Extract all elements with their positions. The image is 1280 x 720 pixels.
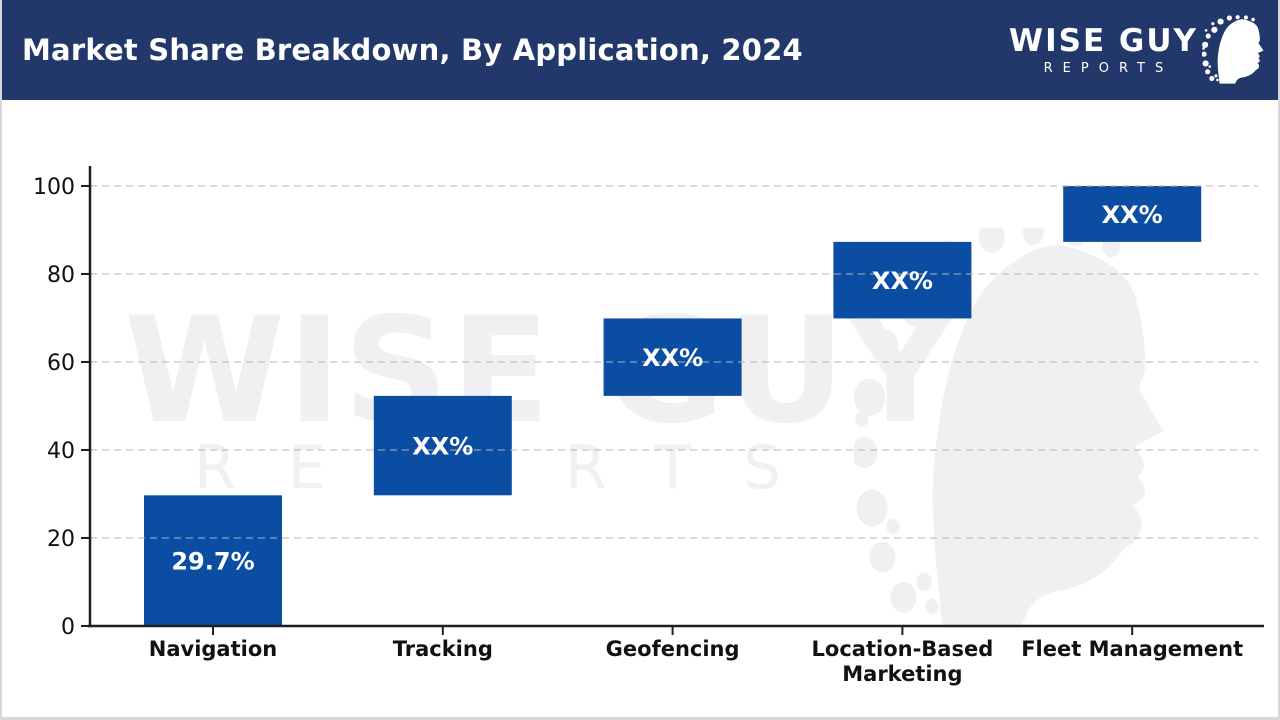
logo-face-icon <box>1202 15 1264 84</box>
bar-label-fleet-management: XX% <box>1102 201 1163 229</box>
y-tick-label-20: 20 <box>47 527 75 552</box>
x-category-label-geofencing: Geofencing <box>606 637 740 661</box>
bar-label-geofencing: XX% <box>642 344 703 372</box>
y-tick-label-0: 0 <box>61 615 75 640</box>
bar-navigation <box>144 495 282 626</box>
x-category-label-fleet-management: Fleet Management <box>1021 637 1243 661</box>
x-category-label-location-based-marketing: Marketing <box>842 662 962 686</box>
y-tick-label-60: 60 <box>47 351 75 376</box>
bar-label-location-based-marketing: XX% <box>872 267 933 295</box>
header-bar: Market Share Breakdown, By Application, … <box>2 0 1278 100</box>
logo-tagline: REPORTS <box>1043 60 1174 76</box>
y-tick-label-80: 80 <box>47 263 75 288</box>
bar-tracking <box>373 395 512 496</box>
brand-logo: WISE GUY REPORTS <box>1009 14 1264 86</box>
bar-fleet-management <box>1063 186 1202 242</box>
bar-label-tracking: XX% <box>412 433 473 461</box>
y-tick-label-100: 100 <box>33 175 75 200</box>
x-category-label-location-based-marketing: Location-Based <box>812 637 994 661</box>
logo-text: WISE GUY REPORTS <box>1009 24 1198 75</box>
logo-wordmark: WISE GUY <box>1008 23 1198 60</box>
x-category-label-navigation: Navigation <box>149 637 277 661</box>
page-title: Market Share Breakdown, By Application, … <box>22 33 803 67</box>
bar-label-navigation: 29.7% <box>171 548 254 576</box>
x-category-label-tracking: Tracking <box>393 637 493 661</box>
y-tick-label-40: 40 <box>47 439 75 464</box>
bar-geofencing <box>603 318 742 396</box>
